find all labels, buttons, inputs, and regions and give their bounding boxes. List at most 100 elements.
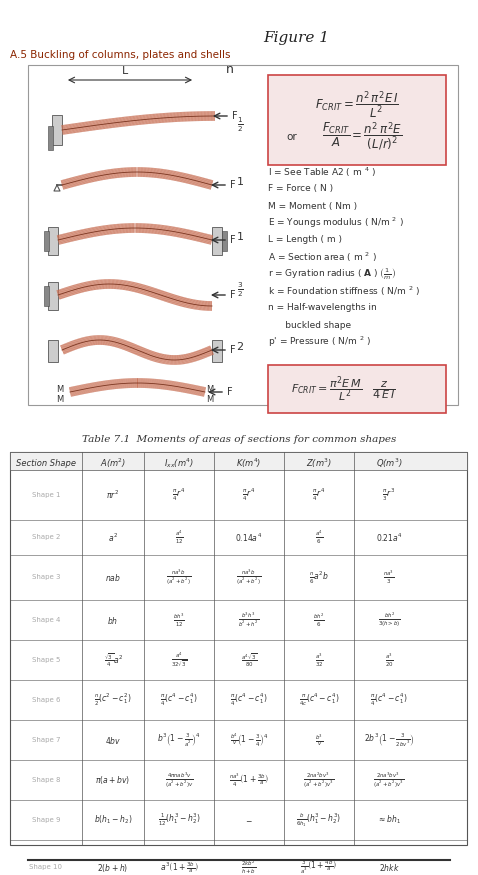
Text: $\frac{2kb^2}{h+b}$: $\frac{2kb^2}{h+b}$ <box>241 859 257 875</box>
Text: $\frac{a^4}{32\sqrt{3}}$: $\frac{a^4}{32\sqrt{3}}$ <box>171 650 187 669</box>
Bar <box>10 452 467 845</box>
Bar <box>48 340 58 362</box>
Text: $bh$: $bh$ <box>108 614 119 626</box>
Text: $\dfrac{F_{CRIT}}{A} = \dfrac{n^2\,\pi^2 E}{(L/r)^2}$: $\dfrac{F_{CRIT}}{A} = \dfrac{n^2\,\pi^2… <box>322 121 402 153</box>
Text: Shape 9: Shape 9 <box>32 817 60 823</box>
Text: Shape 1: Shape 1 <box>32 492 60 498</box>
Text: $a^3\left(1+\frac{3b}{a}\right)$: $a^3\left(1+\frac{3b}{a}\right)$ <box>160 860 198 875</box>
Text: $\frac{na^3}{4}\left(1+\frac{3b}{a}\right)$: $\frac{na^3}{4}\left(1+\frac{3b}{a}\righ… <box>229 772 269 788</box>
Text: $\frac{\pi}{3}r^3$: $\frac{\pi}{3}r^3$ <box>382 487 395 503</box>
Text: $\frac{\pi}{4}(c^4-c_1^4)$: $\frac{\pi}{4}(c^4-c_1^4)$ <box>370 692 408 708</box>
Text: $\frac{1}{2}$: $\frac{1}{2}$ <box>237 116 243 134</box>
Text: $\frac{\pi}{4}r^4$: $\frac{\pi}{4}r^4$ <box>173 487 185 503</box>
Text: $\pi r^2$: $\pi r^2$ <box>107 489 120 501</box>
Text: Shape 6: Shape 6 <box>32 697 60 703</box>
Text: Z(m$^3$): Z(m$^3$) <box>306 456 332 470</box>
Text: $\frac{4\pi na b^3 v}{(a^2+b^2)v}$: $\frac{4\pi na b^3 v}{(a^2+b^2)v}$ <box>165 770 193 790</box>
Text: $\frac{a^4}{12}$: $\frac{a^4}{12}$ <box>174 528 184 546</box>
Text: 1: 1 <box>237 232 243 242</box>
Text: $\frac{a^3}{32}$: $\frac{a^3}{32}$ <box>315 651 324 668</box>
Bar <box>48 227 58 255</box>
Bar <box>48 126 53 150</box>
Text: $\frac{\pi}{4}(c^4-c_1^4)$: $\frac{\pi}{4}(c^4-c_1^4)$ <box>230 692 268 708</box>
Text: Q(m$^3$): Q(m$^3$) <box>376 456 402 470</box>
Text: F: F <box>232 111 238 121</box>
Text: E = Youngs modulus ( N/m $^2$ ): E = Youngs modulus ( N/m $^2$ ) <box>268 216 404 230</box>
Text: Table 7.1  Moments of areas of sections for common shapes: Table 7.1 Moments of areas of sections f… <box>82 436 396 444</box>
Text: 2: 2 <box>237 342 244 352</box>
Bar <box>44 231 49 251</box>
Text: $\frac{a^3}{20}$: $\frac{a^3}{20}$ <box>385 651 393 668</box>
Text: n: n <box>226 63 234 76</box>
Bar <box>222 231 227 251</box>
Text: $a^2$: $a^2$ <box>108 531 118 543</box>
Text: F: F <box>230 235 236 245</box>
Text: Shape 4: Shape 4 <box>32 617 60 623</box>
Text: $\frac{bh^2}{6}$: $\frac{bh^2}{6}$ <box>313 612 325 628</box>
Text: Shape 2: Shape 2 <box>32 535 60 541</box>
Text: $\frac{2na^2bv^3}{(a^2+b^2)v^3}$: $\frac{2na^2bv^3}{(a^2+b^2)v^3}$ <box>304 770 335 790</box>
Text: F: F <box>230 180 236 190</box>
Text: $\frac{na^3b}{(a^2+b^2)}$: $\frac{na^3b}{(a^2+b^2)}$ <box>166 568 192 587</box>
Text: $\frac{\pi}{4}r^4$: $\frac{\pi}{4}r^4$ <box>313 487 326 503</box>
Text: $\frac{\pi}{4c}(c^4-c_1^4)$: $\frac{\pi}{4c}(c^4-c_1^4)$ <box>299 692 339 708</box>
Text: M = Moment ( Nm ): M = Moment ( Nm ) <box>268 201 357 211</box>
Bar <box>52 115 62 145</box>
Text: $\frac{\pi}{4}r^4$: $\frac{\pi}{4}r^4$ <box>242 487 256 503</box>
Text: $2(b+h)$: $2(b+h)$ <box>98 862 129 873</box>
Text: $\frac{n}{2}(c^2-c_1^2)$: $\frac{n}{2}(c^2-c_1^2)$ <box>94 692 132 708</box>
Text: F: F <box>230 345 236 355</box>
Text: $\frac{na^3}{3}$: $\frac{na^3}{3}$ <box>383 569 395 586</box>
Text: $\pi(a+bv)$: $\pi(a+bv)$ <box>95 774 130 786</box>
Bar <box>48 282 58 310</box>
FancyBboxPatch shape <box>268 75 446 165</box>
Text: n = Half-wavelengths in: n = Half-wavelengths in <box>268 304 377 312</box>
Text: M: M <box>206 396 214 404</box>
Text: L = Length ( m ): L = Length ( m ) <box>268 235 342 244</box>
Text: $\approx bh_1$: $\approx bh_1$ <box>377 814 401 826</box>
Text: L: L <box>122 66 128 76</box>
Text: Shape 3: Shape 3 <box>32 575 60 580</box>
Text: $-$: $-$ <box>245 816 253 824</box>
Bar <box>44 286 49 306</box>
Text: $\frac{na^3b}{(a^2+b^2)}$: $\frac{na^3b}{(a^2+b^2)}$ <box>237 568 261 587</box>
Text: $\frac{3}{a^3}\left(1+\frac{4b}{a}\right)$: $\frac{3}{a^3}\left(1+\frac{4b}{a}\right… <box>301 859 337 875</box>
Text: I = See Table A2 ( m $^4$ ): I = See Table A2 ( m $^4$ ) <box>268 165 376 178</box>
Text: F: F <box>230 290 236 300</box>
Text: $2hkk$: $2hkk$ <box>379 862 400 873</box>
Text: A.5 Buckling of columns, plates and shells: A.5 Buckling of columns, plates and shel… <box>10 50 230 60</box>
Text: $\frac{n}{6}a^2b$: $\frac{n}{6}a^2b$ <box>309 570 329 585</box>
Text: $0.21a^4$: $0.21a^4$ <box>376 531 402 543</box>
Text: $\frac{a^4}{6}$: $\frac{a^4}{6}$ <box>315 528 323 546</box>
Text: $nab$: $nab$ <box>105 572 121 583</box>
Text: $\frac{1}{12}(h_1^3-h_2^3)$: $\frac{1}{12}(h_1^3-h_2^3)$ <box>158 812 200 828</box>
Text: $\frac{b^3h^3}{b^2+h^2}$: $\frac{b^3h^3}{b^2+h^2}$ <box>239 611 260 629</box>
Text: $F_{CRIT} = \dfrac{n^2\,\pi^2 E\,I}{L^2}$: $F_{CRIT} = \dfrac{n^2\,\pi^2 E\,I}{L^2}… <box>315 89 399 121</box>
Text: $F_{CRIT} = \dfrac{\pi^2 E\,M}{L^2} \quad \dfrac{z}{4\,E\,I}$: $F_{CRIT} = \dfrac{\pi^2 E\,M}{L^2} \qua… <box>291 374 395 404</box>
Text: Shape 7: Shape 7 <box>32 737 60 743</box>
Text: k = Foundation stiffness ( N/m $^2$ ): k = Foundation stiffness ( N/m $^2$ ) <box>268 284 420 298</box>
Text: $\frac{\pi}{4}(c^4-c_1^4)$: $\frac{\pi}{4}(c^4-c_1^4)$ <box>160 692 198 708</box>
Text: F = Force ( N ): F = Force ( N ) <box>268 185 333 193</box>
Text: $\frac{bh^2}{3(h>b)}$: $\frac{bh^2}{3(h>b)}$ <box>378 611 401 629</box>
FancyBboxPatch shape <box>268 365 446 413</box>
Text: $\frac{b^4}{v}\left(1-\frac{3}{4}\right)^4$: $\frac{b^4}{v}\left(1-\frac{3}{4}\right)… <box>230 732 268 749</box>
Text: $\frac{bh^3}{12}$: $\frac{bh^3}{12}$ <box>173 612 185 628</box>
Text: Shape 10: Shape 10 <box>30 864 63 871</box>
FancyBboxPatch shape <box>28 65 458 405</box>
Text: K(m$^4$): K(m$^4$) <box>236 456 261 470</box>
Text: $\frac{b^3}{v}$: $\frac{b^3}{v}$ <box>315 732 323 748</box>
Text: $\frac{b}{6h_1}(h_1^3-h_2^3)$: $\frac{b}{6h_1}(h_1^3-h_2^3)$ <box>296 811 342 829</box>
Text: p' = Pressure ( N/m $^2$ ): p' = Pressure ( N/m $^2$ ) <box>268 335 371 349</box>
Text: 1: 1 <box>237 177 243 187</box>
Text: or: or <box>286 132 297 142</box>
Text: $\frac{2na^3b v^3}{(a^2+b^2)v^3}$: $\frac{2na^3b v^3}{(a^2+b^2)v^3}$ <box>373 770 404 790</box>
Bar <box>10 452 467 470</box>
Text: $\frac{a^4\sqrt{3}}{80}$: $\frac{a^4\sqrt{3}}{80}$ <box>241 651 257 669</box>
Text: Shape 5: Shape 5 <box>32 657 60 663</box>
Text: $\frac{3}{2}$: $\frac{3}{2}$ <box>237 281 243 299</box>
Text: r = Gyration radius ( ${\bf A}$ ) $\left(\frac{1}{m}\right)$: r = Gyration radius ( ${\bf A}$ ) $\left… <box>268 266 396 282</box>
Text: $0.14a^4$: $0.14a^4$ <box>236 531 262 543</box>
Text: $2b^3\left(1-\frac{3}{2bv^3}\right)$: $2b^3\left(1-\frac{3}{2bv^3}\right)$ <box>364 732 414 749</box>
Text: A = Section area ( m $^2$ ): A = Section area ( m $^2$ ) <box>268 250 377 263</box>
